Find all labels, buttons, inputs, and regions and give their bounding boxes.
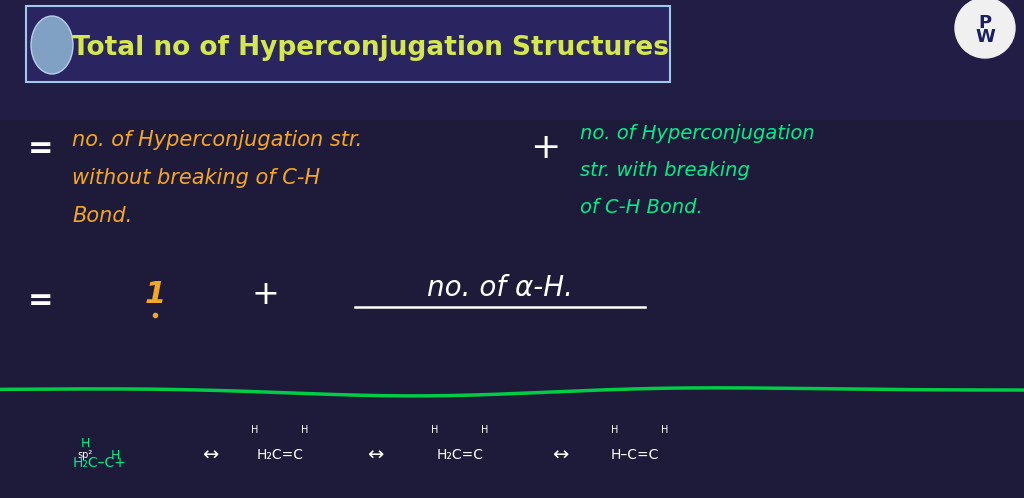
Text: of C-H Bond.: of C-H Bond. bbox=[580, 198, 702, 217]
Text: Bond.: Bond. bbox=[72, 206, 132, 226]
Text: without breaking of C-H: without breaking of C-H bbox=[72, 168, 321, 188]
Text: +: + bbox=[529, 131, 560, 165]
Text: H₂C=C: H₂C=C bbox=[256, 448, 303, 462]
Text: H₂C=C: H₂C=C bbox=[436, 448, 483, 462]
Circle shape bbox=[955, 0, 1015, 58]
Text: =: = bbox=[28, 133, 53, 162]
Text: P: P bbox=[979, 14, 991, 32]
Text: H: H bbox=[611, 425, 618, 435]
Bar bbox=[0, 0, 1024, 120]
Text: H: H bbox=[111, 449, 120, 462]
Text: sp²: sp² bbox=[78, 450, 92, 460]
Text: H: H bbox=[301, 425, 308, 435]
FancyBboxPatch shape bbox=[26, 6, 670, 82]
Text: H: H bbox=[431, 425, 438, 435]
Text: str. with breaking: str. with breaking bbox=[580, 160, 750, 179]
Text: 1: 1 bbox=[144, 279, 166, 308]
Text: H: H bbox=[80, 437, 90, 450]
Text: H–C=C: H–C=C bbox=[610, 448, 659, 462]
Text: W: W bbox=[975, 28, 995, 46]
Text: ↔: ↔ bbox=[202, 446, 218, 465]
Text: ↔: ↔ bbox=[367, 446, 383, 465]
Text: H: H bbox=[251, 425, 259, 435]
Text: =: = bbox=[28, 285, 53, 315]
Text: Total no of Hyperconjugation Structures: Total no of Hyperconjugation Structures bbox=[72, 35, 669, 61]
Text: H: H bbox=[481, 425, 488, 435]
Text: no. of Hyperconjugation: no. of Hyperconjugation bbox=[580, 124, 815, 142]
Ellipse shape bbox=[31, 16, 73, 74]
Text: no. of Hyperconjugation str.: no. of Hyperconjugation str. bbox=[72, 130, 362, 150]
Text: no. of α-H.: no. of α-H. bbox=[427, 274, 573, 302]
Text: H₂C–C+: H₂C–C+ bbox=[73, 456, 127, 470]
Text: H: H bbox=[662, 425, 669, 435]
Text: +: + bbox=[251, 277, 279, 310]
Text: ↔: ↔ bbox=[552, 446, 568, 465]
